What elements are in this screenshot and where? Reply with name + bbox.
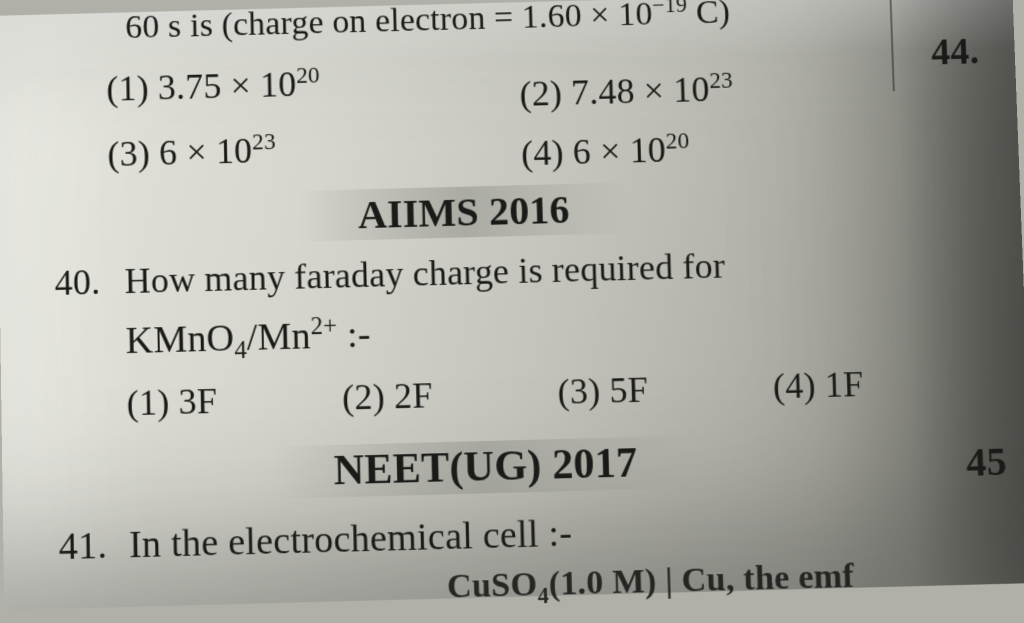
q40-option-4: (4) 1F <box>772 363 864 407</box>
q39-o3-base: 6 × 10 <box>159 131 253 173</box>
q40-option-3: (3) 5F <box>557 369 649 413</box>
margin-rule <box>889 0 895 91</box>
q39-stem-right: C) <box>687 0 731 32</box>
right-margin-qnum-45: 45 <box>965 437 1007 485</box>
q39-o1-base: 3.75 × 10 <box>158 64 297 107</box>
q40-slash-mn: /Mn <box>246 315 311 359</box>
q41-frag-rest: (1.0 M) | Cu, the emf <box>548 557 854 602</box>
heading-neet-2017: NEET(UG) 2017 <box>273 435 698 498</box>
shade-right <box>893 0 1024 586</box>
heading-aiims-2016: AIIMS 2016 <box>298 182 631 241</box>
q40-option-2: (2) 2F <box>342 374 433 418</box>
q40-mn-sup: 2+ <box>310 313 337 341</box>
q40-kmno-sub: 4 <box>234 337 247 364</box>
q40-line1: How many faraday charge is required for <box>124 245 725 303</box>
q41-frag-sub: 4 <box>537 582 549 608</box>
q39-option-4: (4) 6 × 1020 <box>521 128 691 174</box>
q40-number: 40. <box>54 261 100 304</box>
q39-o2-label: (2) <box>519 73 572 114</box>
q39-stem-fragment: 60 s is (charge on electron = 1.60 × 10−… <box>125 0 731 47</box>
q40-option-1: (1) 3F <box>126 380 217 425</box>
q39-stem-left: 60 s is (charge on electron = 1.60 × 10 <box>125 0 653 46</box>
q40-line2: KMnO4/Mn2+ :- <box>125 312 371 369</box>
q41-fragment: CuSO4(1.0 M) | Cu, the emf <box>447 557 855 611</box>
q39-o1-exp: 20 <box>296 63 320 89</box>
q39-o1-label: (1) <box>106 68 158 109</box>
q39-o3-exp: 23 <box>252 129 276 155</box>
q39-option-2: (2) 7.48 × 1023 <box>519 68 734 115</box>
corner-fragment: A in <box>819 0 871 6</box>
q39-o3-label: (3) <box>107 133 159 174</box>
q41-frag-cuso: CuSO <box>447 566 538 606</box>
page-photo: 60 s is (charge on electron = 1.60 × 10−… <box>0 0 1024 610</box>
q39-o2-base: 7.48 × 10 <box>571 69 711 112</box>
q39-o4-exp: 20 <box>665 128 689 154</box>
q39-o4-label: (4) <box>521 132 574 173</box>
q39-o2-exp: 23 <box>709 68 733 94</box>
q39-option-3: (3) 6 × 1023 <box>107 129 276 175</box>
right-margin-qnum-44: 44. <box>930 30 979 75</box>
q40-colon: :- <box>337 313 371 356</box>
q41-number: 41. <box>58 524 107 570</box>
q40-kmno: KMnO <box>125 317 234 362</box>
q39-o4-base: 6 × 10 <box>572 130 666 172</box>
q41-line1: In the electrochemical cell :- <box>129 511 573 567</box>
q39-option-1: (1) 3.75 × 1020 <box>106 63 320 110</box>
q39-stem-exp: −19 <box>652 0 688 17</box>
